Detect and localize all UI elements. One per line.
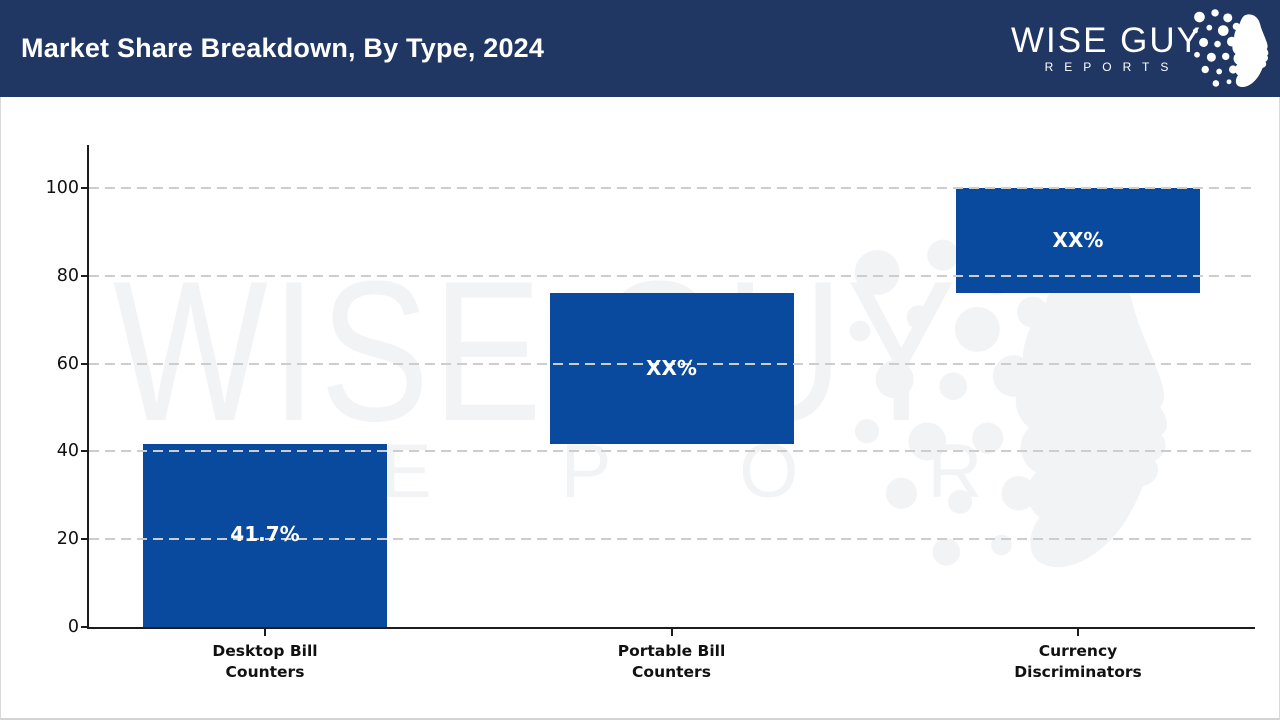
y-axis-label-20: 20 xyxy=(56,529,79,550)
gridline-20 xyxy=(89,538,1255,541)
gridline-40 xyxy=(89,450,1255,453)
page-title: Market Share Breakdown, By Type, 2024 xyxy=(21,33,545,63)
y-axis-label-40: 40 xyxy=(56,441,79,462)
y-axis-tick-60 xyxy=(81,362,88,365)
logo-subtext: REPORTS xyxy=(1044,60,1180,74)
y-axis-label-0: 0 xyxy=(67,617,79,637)
x-axis-tick xyxy=(1077,629,1079,636)
x-category-label: Portable Bill Counters xyxy=(562,641,782,682)
x-category-label-line: Counters xyxy=(632,662,711,681)
y-axis-label-80: 80 xyxy=(56,265,79,286)
y-axis-label-100: 100 xyxy=(45,178,79,198)
bar-value-label: 41.7% xyxy=(230,522,300,547)
y-axis-tick-0 xyxy=(81,626,88,628)
y-axis-tick-40 xyxy=(81,450,88,453)
x-category-label-line: Discriminators xyxy=(1014,662,1142,681)
y-axis-tick-80 xyxy=(81,274,88,277)
bar-segment xyxy=(549,293,794,444)
logo-face-icon xyxy=(1192,9,1269,88)
bar-value-label: XX% xyxy=(1052,227,1104,252)
x-category-label-line: Counters xyxy=(225,662,305,681)
x-category-label-line: Currency xyxy=(1038,642,1118,660)
x-category-label: Desktop Bill Counters xyxy=(155,641,375,682)
gridline-100 xyxy=(89,187,1255,189)
x-category-label-line: Desktop Bill xyxy=(212,642,318,660)
x-axis-tick xyxy=(264,629,266,636)
bar-segment xyxy=(143,443,387,627)
y-axis-label-60: 60 xyxy=(56,353,79,374)
gridline-60 xyxy=(89,362,1255,365)
gridline-80 xyxy=(89,274,1255,277)
x-axis-spine xyxy=(87,627,1255,629)
y-axis-tick-100 xyxy=(81,187,88,189)
y-axis-tick-20 xyxy=(81,538,88,541)
brand-logo: WISE GUY REPORTS xyxy=(1011,6,1270,92)
x-category-label: Currency Discriminators xyxy=(968,641,1188,682)
x-axis-tick xyxy=(670,629,673,636)
header-bar: Market Share Breakdown, By Type, 2024 WI… xyxy=(0,0,1280,97)
y-axis-spine xyxy=(87,145,89,629)
logo-wordmark: WISE GUY xyxy=(1010,21,1202,60)
bar-value-label: XX% xyxy=(646,355,697,380)
x-category-label-line: Portable Bill xyxy=(617,642,726,660)
